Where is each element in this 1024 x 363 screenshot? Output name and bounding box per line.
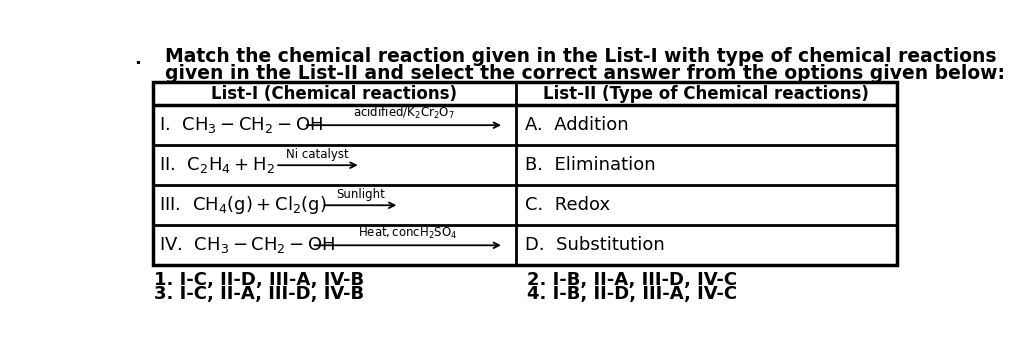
Bar xyxy=(153,82,897,265)
Text: C.  Redox: C. Redox xyxy=(524,196,610,214)
Text: A.  Addition: A. Addition xyxy=(524,116,629,134)
Text: $\mathregular{Heat,concH_2SO_4}$: $\mathregular{Heat,concH_2SO_4}$ xyxy=(358,227,458,241)
Text: II.  $\mathregular{C_2H_4+H_2}$: II. $\mathregular{C_2H_4+H_2}$ xyxy=(159,155,274,175)
Text: B.  Elimination: B. Elimination xyxy=(524,156,655,174)
Text: List-II (Type of Chemical reactions): List-II (Type of Chemical reactions) xyxy=(543,85,869,103)
Text: D.  Substitution: D. Substitution xyxy=(524,236,665,254)
Text: List-I (Chemical reactions): List-I (Chemical reactions) xyxy=(211,85,457,103)
Text: I.  $\mathregular{CH_3-CH_2-OH}$: I. $\mathregular{CH_3-CH_2-OH}$ xyxy=(159,115,324,135)
Text: .: . xyxy=(134,50,141,68)
Text: Ni catalyst: Ni catalyst xyxy=(287,148,349,162)
Text: III.  $\mathregular{CH_4(g)+Cl_2(g)}$: III. $\mathregular{CH_4(g)+Cl_2(g)}$ xyxy=(159,194,327,216)
Text: 1. I-C, II-D, III-A, IV-B: 1. I-C, II-D, III-A, IV-B xyxy=(155,272,365,289)
Text: Sunlight: Sunlight xyxy=(336,188,385,201)
Text: Match the chemical reaction given in the List-I with type of chemical reactions: Match the chemical reaction given in the… xyxy=(165,48,996,66)
Text: $\mathregular{acidified/K_2Cr_2O_7}$: $\mathregular{acidified/K_2Cr_2O_7}$ xyxy=(353,105,455,121)
Text: 4. I-B, II-D, III-A, IV-C: 4. I-B, II-D, III-A, IV-C xyxy=(527,285,737,303)
Text: 2. I-B, II-A, III-D, IV-C: 2. I-B, II-A, III-D, IV-C xyxy=(527,272,737,289)
Text: 3. I-C, II-A, III-D, IV-B: 3. I-C, II-A, III-D, IV-B xyxy=(155,285,365,303)
Text: IV.  $\mathregular{CH_3-CH_2-OH}$: IV. $\mathregular{CH_3-CH_2-OH}$ xyxy=(159,235,336,255)
Text: given in the List-II and select the correct answer from the options given below:: given in the List-II and select the corr… xyxy=(165,64,1006,83)
